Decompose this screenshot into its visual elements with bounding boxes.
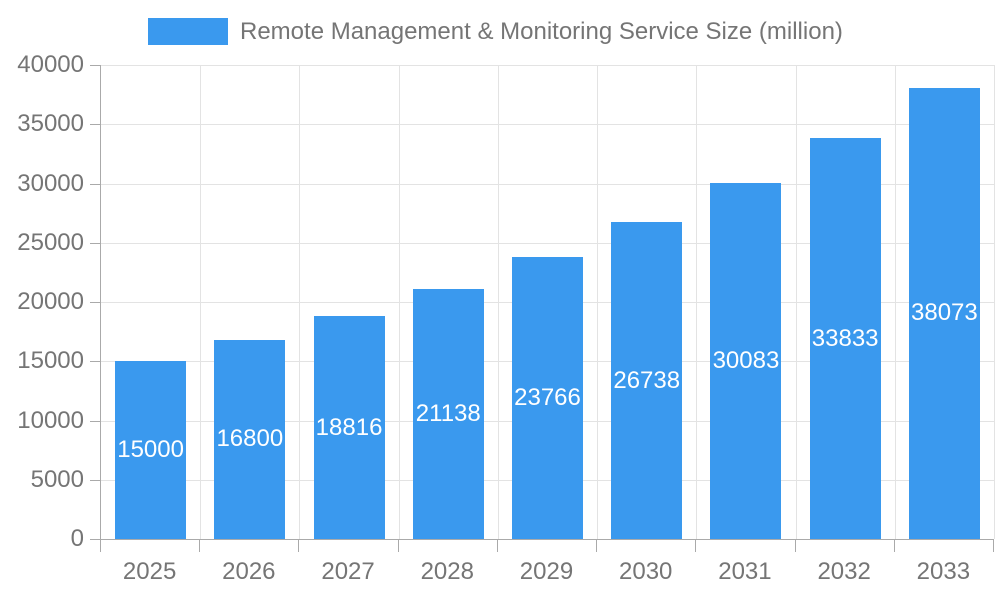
x-tick-label: 2030 [619, 558, 673, 585]
bar-value-label: 18816 [315, 413, 383, 441]
gridline-vertical [597, 65, 598, 539]
x-tick-mark [496, 540, 498, 552]
gridline-vertical [696, 65, 697, 539]
x-tick-label: 2033 [916, 558, 971, 585]
y-tick-mark [90, 302, 100, 303]
bar-value-label: 16800 [216, 425, 284, 453]
legend-swatch[interactable] [148, 18, 228, 45]
y-tick-label: 10000 [17, 406, 84, 434]
x-tick-mark [893, 540, 895, 552]
x-tick-mark [199, 540, 201, 552]
y-tick-mark [90, 124, 100, 126]
gridline-vertical [994, 65, 995, 539]
y-tick-label: 5000 [30, 465, 84, 493]
bar-2026[interactable]: 16800 [214, 339, 286, 539]
y-tick-label: 25000 [17, 228, 84, 256]
gridline-vertical [299, 65, 300, 539]
y-tick-label: 30000 [17, 169, 84, 197]
bar-2031[interactable]: 30083 [710, 182, 782, 539]
bar-value-label: 38073 [911, 299, 978, 327]
bar-value-label: 33833 [811, 324, 879, 352]
bar-2030[interactable]: 26738 [611, 222, 683, 539]
bar-value-label: 15000 [117, 436, 184, 464]
gridline-horizontal [101, 183, 994, 185]
bar-value-label: 23766 [514, 384, 581, 412]
y-tick-mark [90, 539, 100, 540]
bar-2029[interactable]: 23766 [512, 257, 583, 539]
bar-value-label: 30083 [712, 346, 780, 374]
chart-legend[interactable]: Remote Management & Monitoring Service S… [148, 18, 843, 45]
x-tick-mark [993, 540, 994, 552]
y-tick-label: 35000 [17, 110, 84, 138]
gridline-horizontal [101, 124, 994, 126]
gridline-vertical [200, 65, 201, 539]
y-tick-mark [90, 420, 100, 422]
bar-value-label: 26738 [613, 366, 681, 394]
x-tick-label: 2025 [122, 558, 177, 585]
gridline-vertical [498, 65, 499, 539]
y-tick-mark [90, 479, 100, 481]
plot-area: 15000 16800 18816 21138 23766 26738 30083 33833… [100, 65, 995, 540]
gridline-vertical [895, 65, 896, 539]
y-tick-mark [90, 361, 100, 363]
legend-label: Remote Management & Monitoring Service S… [240, 17, 843, 45]
y-tick-label: 40000 [17, 51, 84, 78]
bar-2025[interactable]: 15000 [115, 361, 187, 539]
x-tick-mark [397, 540, 399, 552]
x-tick-label: 2029 [519, 558, 574, 585]
gridline-horizontal [101, 242, 994, 244]
x-tick-label: 2032 [817, 558, 871, 585]
bar-2033[interactable]: 38073 [908, 87, 980, 539]
x-tick-mark [794, 540, 796, 552]
gridline-horizontal [101, 65, 994, 66]
y-tick-label: 20000 [17, 288, 84, 315]
x-tick-label: 2026 [222, 558, 276, 585]
x-tick-mark [596, 540, 598, 552]
y-tick-mark [90, 65, 100, 66]
y-tick-label: 15000 [17, 347, 84, 375]
x-tick-label: 2027 [321, 558, 375, 585]
x-tick-mark [100, 540, 101, 552]
bar-2032[interactable]: 33833 [809, 138, 881, 539]
x-tick-mark [695, 540, 697, 552]
x-tick-label: 2028 [420, 558, 474, 585]
bar-2028[interactable]: 21138 [412, 288, 484, 539]
y-tick-mark [90, 183, 100, 185]
x-tick-mark [298, 540, 300, 552]
y-tick-mark [90, 242, 100, 244]
bar-2027[interactable]: 18816 [313, 316, 385, 539]
gridline-vertical [399, 65, 400, 539]
gridline-vertical [796, 65, 797, 539]
y-tick-label: 0 [70, 525, 84, 552]
x-tick-label: 2031 [718, 558, 772, 585]
bar-value-label: 21138 [415, 399, 481, 427]
